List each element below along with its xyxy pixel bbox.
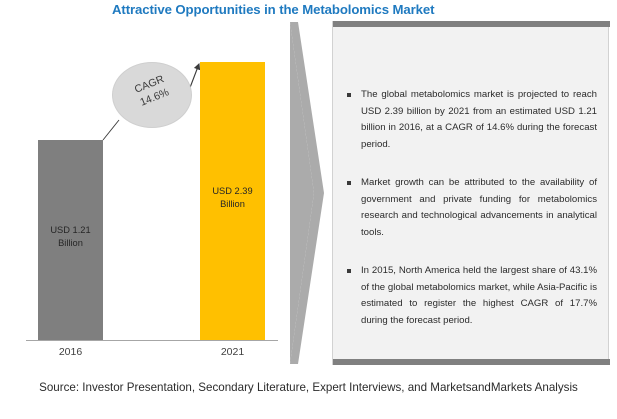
bar-2016-value-line2: Billion (58, 238, 83, 248)
list-item: In 2015, North America held the largest … (345, 263, 597, 329)
insights-panel: The global metabolomics market is projec… (332, 21, 610, 365)
page-title: Attractive Opportunities in the Metabolo… (112, 2, 435, 17)
x-axis-label-2016: 2016 (58, 346, 83, 358)
panel-pointer-chevron (290, 22, 324, 364)
panel-top-accent-bar (333, 21, 610, 27)
bullet-text: In 2015, North America held the largest … (361, 265, 597, 326)
bullet-text: Market growth can be attributed to the a… (361, 177, 597, 238)
bar-2021[interactable]: USD 2.39 Billion (200, 62, 265, 340)
bullet-text: The global metabolomics market is projec… (361, 89, 597, 150)
chart-baseline-axis (26, 340, 278, 341)
list-item: Market growth can be attributed to the a… (345, 175, 597, 241)
cagr-callout-text: CAGR 14.6% (111, 63, 194, 118)
bar-2021-value-line1: USD 2.39 (212, 186, 253, 196)
panel-bottom-accent-bar (333, 359, 610, 365)
bar-chart: USD 1.21 Billion USD 2.39 Billion 2016 2… (0, 26, 300, 371)
bar-2021-value-line2: Billion (220, 199, 245, 209)
x-axis-label-2021: 2021 (220, 346, 245, 358)
bullet-dot-icon (347, 93, 351, 97)
bar-2016-value-line1: USD 1.21 (50, 225, 91, 235)
bullet-dot-icon (347, 181, 351, 185)
bar-2016-value: USD 1.21 Billion (38, 224, 103, 250)
insights-bullet-list: The global metabolomics market is projec… (345, 87, 597, 329)
source-caption: Source: Investor Presentation, Secondary… (39, 381, 578, 394)
list-item: The global metabolomics market is projec… (345, 87, 597, 153)
bullet-dot-icon (347, 269, 351, 273)
bar-2021-value: USD 2.39 Billion (200, 185, 265, 211)
cagr-callout-bubble: CAGR 14.6% (112, 62, 192, 128)
bar-2016[interactable]: USD 1.21 Billion (38, 140, 103, 340)
